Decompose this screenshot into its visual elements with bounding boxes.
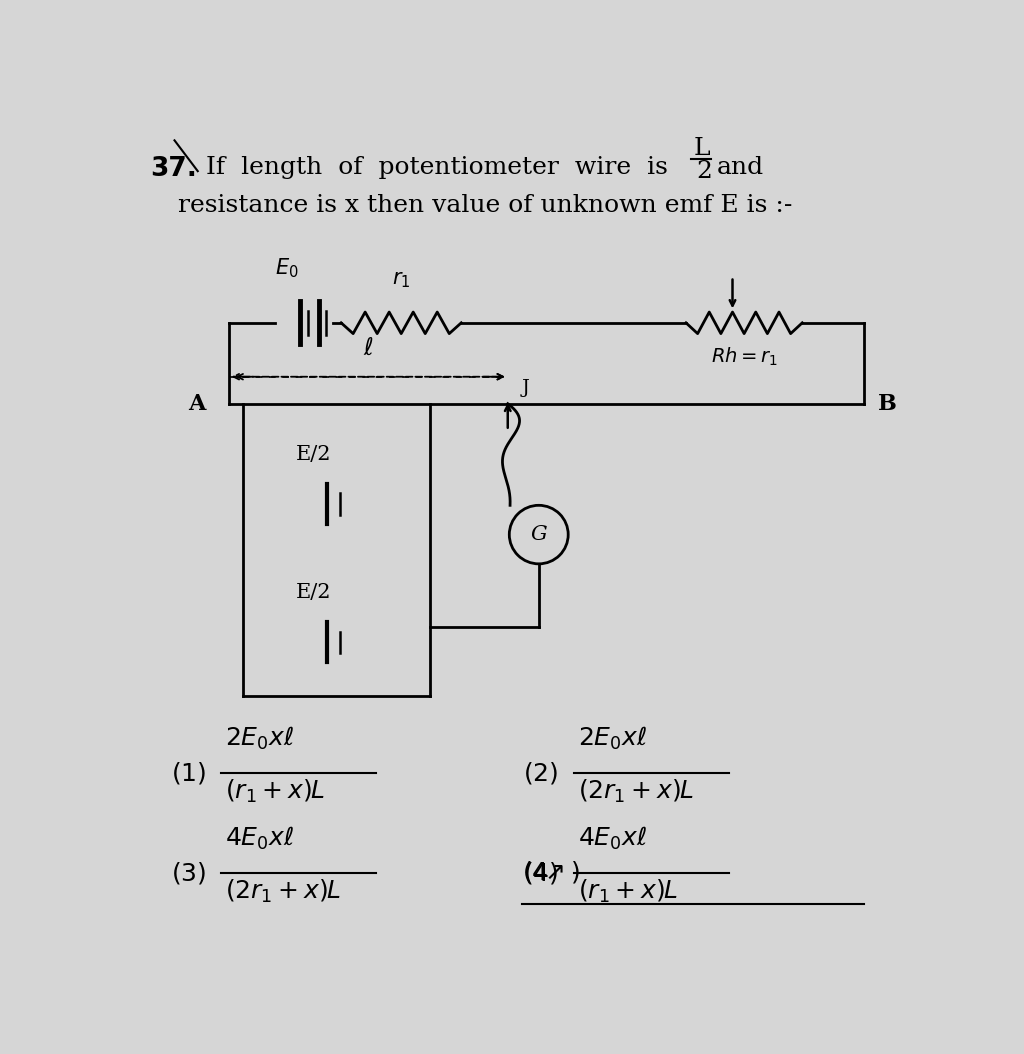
Text: 37.: 37. bbox=[150, 156, 197, 181]
Text: $2E_0x\ell$: $2E_0x\ell$ bbox=[225, 724, 294, 752]
Text: $(2r_1+x)L$: $(2r_1+x)L$ bbox=[225, 878, 340, 905]
Text: $4E_0x\ell$: $4E_0x\ell$ bbox=[225, 824, 294, 852]
Text: $(2)$: $(2)$ bbox=[523, 760, 558, 786]
Text: J: J bbox=[521, 379, 529, 397]
Text: L: L bbox=[693, 137, 711, 160]
Text: $(r_1+x)L$: $(r_1+x)L$ bbox=[578, 878, 677, 905]
Text: A: A bbox=[188, 393, 206, 414]
Text: $(4\!\!\nearrow)$: $(4\!\!\nearrow)$ bbox=[521, 859, 580, 885]
Text: $\ell$: $\ell$ bbox=[362, 337, 374, 359]
Text: $(1)$: $(1)$ bbox=[171, 760, 206, 786]
Text: $(2r_1+x)L$: $(2r_1+x)L$ bbox=[578, 778, 693, 805]
Text: $(r_1+x)L$: $(r_1+x)L$ bbox=[225, 778, 325, 805]
Text: $r_1$: $r_1$ bbox=[391, 271, 410, 291]
Text: and: and bbox=[717, 156, 764, 179]
Text: 2: 2 bbox=[696, 159, 712, 182]
Text: G: G bbox=[530, 525, 547, 544]
Text: $(4)$: $(4)$ bbox=[523, 860, 558, 886]
Text: $4E_0x\ell$: $4E_0x\ell$ bbox=[578, 824, 646, 852]
Text: $Rh = r_1$: $Rh = r_1$ bbox=[711, 346, 778, 368]
Text: B: B bbox=[879, 393, 897, 414]
Text: resistance is x then value of unknown emf E is :-: resistance is x then value of unknown em… bbox=[178, 194, 793, 217]
Text: If  length  of  potentiometer  wire  is: If length of potentiometer wire is bbox=[206, 156, 668, 179]
Text: E/2: E/2 bbox=[296, 445, 331, 464]
Text: $2E_0x\ell$: $2E_0x\ell$ bbox=[578, 724, 646, 752]
Text: $(3)$: $(3)$ bbox=[171, 860, 206, 886]
Text: E/2: E/2 bbox=[296, 583, 331, 602]
Text: $E_0$: $E_0$ bbox=[275, 257, 299, 280]
